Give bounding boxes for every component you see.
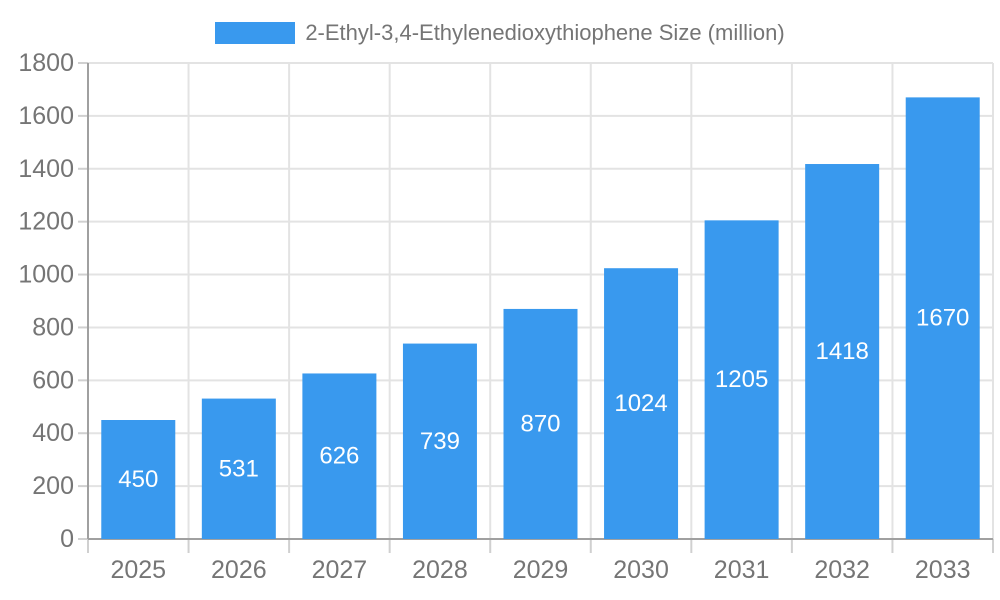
legend[interactable]: 2-Ethyl-3,4-Ethylenedioxythiophene Size … — [0, 20, 1000, 46]
bar[interactable] — [503, 308, 578, 539]
bar-value-label: 1024 — [614, 390, 667, 417]
bar-value-label: 1205 — [715, 366, 768, 393]
y-axis-tick-label: 1800 — [18, 49, 74, 77]
y-axis-tick-label: 1200 — [18, 208, 74, 236]
bar[interactable] — [402, 343, 477, 539]
bar[interactable] — [101, 420, 176, 539]
x-axis-tick-label: 2026 — [211, 556, 267, 584]
x-axis-tick-label: 2033 — [915, 556, 971, 584]
legend-swatch — [215, 22, 296, 44]
y-axis-tick-label: 1600 — [18, 102, 74, 130]
y-axis-tick-label: 800 — [32, 313, 74, 341]
bar[interactable] — [201, 398, 276, 539]
bar[interactable] — [604, 268, 679, 539]
x-axis-tick-label: 2029 — [513, 556, 569, 584]
x-axis-tick-label: 2031 — [714, 556, 770, 584]
bar-value-label: 1418 — [815, 338, 868, 365]
bar-value-label: 1670 — [916, 305, 969, 332]
bar[interactable] — [302, 373, 377, 539]
y-axis-tick-label: 0 — [60, 525, 74, 553]
bar-value-label: 870 — [520, 410, 560, 437]
bar-value-label: 739 — [420, 428, 460, 455]
bar-value-label: 626 — [319, 443, 359, 470]
bar[interactable] — [905, 97, 980, 539]
y-axis-tick-label: 200 — [32, 472, 74, 500]
bar-value-label: 531 — [219, 455, 259, 482]
x-axis-tick-label: 2030 — [613, 556, 669, 584]
x-axis-tick-label: 2032 — [814, 556, 870, 584]
bar[interactable] — [704, 220, 779, 539]
y-axis-tick-label: 600 — [32, 366, 74, 394]
y-axis-tick-label: 400 — [32, 419, 74, 447]
x-axis-tick-label: 2027 — [312, 556, 368, 584]
legend-label: 2-Ethyl-3,4-Ethylenedioxythiophene Size … — [305, 20, 785, 45]
y-axis-tick-label: 1400 — [18, 155, 74, 183]
y-axis-tick-label: 1000 — [18, 261, 74, 289]
x-axis-tick-label: 2028 — [412, 556, 468, 584]
bar-value-label: 450 — [118, 466, 158, 493]
x-axis-tick-label: 2025 — [110, 556, 166, 584]
bar[interactable] — [805, 164, 880, 540]
